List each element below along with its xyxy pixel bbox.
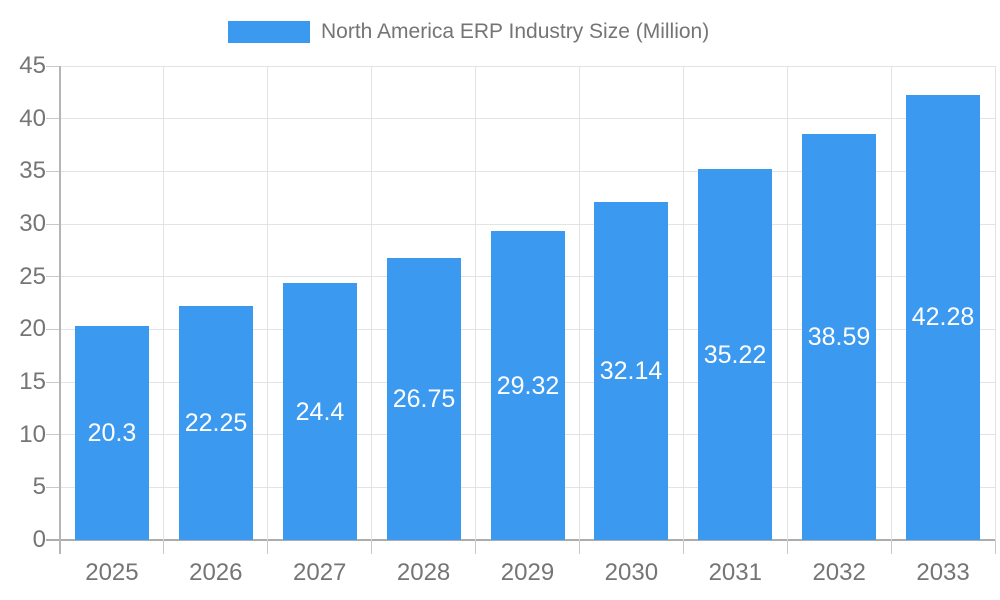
y-tick-label: 15: [19, 368, 46, 395]
bar-value-label: 20.3: [87, 419, 137, 448]
y-tick: [46, 118, 60, 120]
x-tick-label-2032: 2032: [812, 559, 866, 586]
bar-2026[interactable]: 22.25: [179, 305, 253, 540]
bar-value-label: 29.32: [496, 371, 560, 400]
x-tick: [371, 540, 373, 554]
bar-value-label: 35.22: [703, 340, 767, 369]
v-gridline: [163, 66, 165, 540]
v-gridline: [994, 66, 996, 540]
bar-value-label: 24.4: [295, 397, 345, 426]
y-axis-line: [59, 66, 61, 554]
bar-2030[interactable]: 32.14: [594, 201, 668, 540]
x-tick-label-2033: 2033: [916, 559, 970, 586]
y-tick-label: 20: [19, 315, 46, 343]
y-tick-label: 5: [32, 473, 46, 501]
y-tick: [46, 539, 60, 541]
x-tick: [267, 540, 269, 554]
y-tick: [46, 223, 60, 225]
v-gridline: [267, 66, 269, 540]
bar-2028[interactable]: 26.75: [387, 258, 461, 540]
bar-value-label: 42.28: [911, 303, 975, 332]
x-tick-label-2029: 2029: [500, 559, 555, 586]
legend-item[interactable]: North America ERP Industry Size (Million…: [228, 21, 709, 43]
x-tick: [786, 540, 788, 554]
y-tick: [46, 434, 60, 436]
x-tick-label-2026: 2026: [189, 559, 243, 586]
x-tick-label-2031: 2031: [708, 559, 762, 586]
y-tick-label: 0: [32, 526, 46, 553]
v-gridline: [578, 66, 580, 540]
v-gridline: [890, 66, 892, 540]
y-tick-label: 30: [19, 210, 46, 237]
legend-swatch: [228, 21, 310, 43]
bar-2025[interactable]: 20.3: [75, 326, 149, 540]
bar-value-label: 26.75: [392, 385, 456, 414]
x-tick-label-2028: 2028: [396, 559, 451, 586]
h-gridline: [60, 170, 995, 172]
bar-value-label: 32.14: [599, 356, 663, 385]
v-gridline: [475, 66, 477, 540]
y-tick: [46, 328, 60, 330]
x-tick-label-2025: 2025: [85, 559, 139, 586]
x-tick: [994, 540, 996, 554]
x-tick: [682, 540, 684, 554]
bar-2027[interactable]: 24.4: [283, 283, 357, 540]
h-gridline: [60, 223, 995, 225]
y-tick: [46, 170, 60, 172]
v-gridline: [786, 66, 788, 540]
x-tick-label-2030: 2030: [604, 559, 659, 586]
bar-value-label: 38.59: [807, 322, 871, 351]
bar-2031[interactable]: 35.22: [698, 169, 772, 540]
x-tick-label-2027: 2027: [293, 559, 347, 586]
y-tick: [46, 276, 60, 278]
bar-2033[interactable]: 42.28: [906, 94, 980, 540]
v-gridline: [682, 66, 684, 540]
y-tick-label: 40: [19, 104, 46, 132]
v-gridline: [371, 66, 373, 540]
bar-2029[interactable]: 29.32: [491, 231, 565, 540]
y-tick-label: 45: [19, 52, 46, 79]
y-tick-label: 25: [19, 262, 46, 290]
h-gridline: [60, 118, 995, 120]
bar-2032[interactable]: 38.59: [802, 133, 876, 540]
x-tick: [475, 540, 477, 554]
x-tick: [578, 540, 580, 554]
y-tick-label: 35: [19, 157, 46, 185]
y-tick: [46, 381, 60, 383]
h-gridline: [60, 65, 995, 67]
x-tick: [890, 540, 892, 554]
y-tick-label: 10: [19, 420, 46, 448]
x-tick: [163, 540, 165, 554]
x-axis-baseline: [60, 539, 995, 541]
y-tick: [46, 65, 60, 67]
y-tick: [46, 486, 60, 488]
bar-value-label: 22.25: [184, 408, 248, 437]
legend-label: North America ERP Industry Size (Million…: [321, 20, 710, 43]
